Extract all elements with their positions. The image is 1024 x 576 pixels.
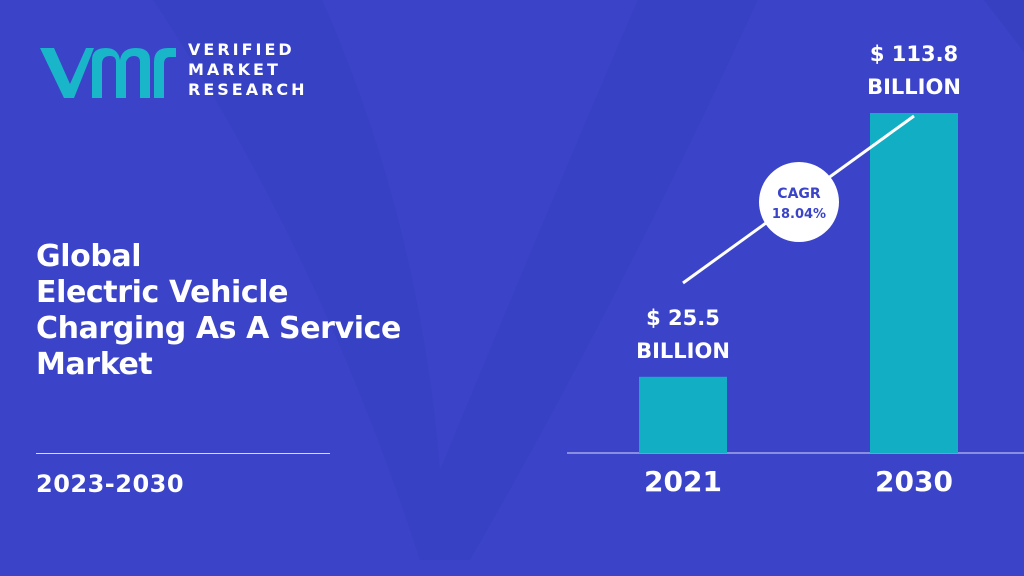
title-line-2: Electric Vehicle [36, 275, 289, 310]
title-line-4: Market [36, 347, 153, 382]
title-line-1: Global [36, 239, 142, 274]
bar-2030 [870, 113, 958, 453]
brand-line-1: VERIFIED [188, 40, 295, 59]
brand-name: VERIFIED MARKET RESEARCH [188, 40, 308, 100]
cagr-label: CAGR [777, 186, 821, 202]
x-tick-label-2021: 2021 [644, 465, 722, 498]
title-line-3: Charging As A Service [36, 311, 401, 346]
data-label-2021-line-1: $ 25.5 [646, 306, 720, 330]
brand-line-3: RESEARCH [188, 80, 308, 99]
cagr-badge [759, 162, 839, 242]
forecast-period: 2023-2030 [36, 470, 185, 498]
x-tick-label-2030: 2030 [875, 465, 953, 498]
bar-2021 [639, 376, 727, 453]
brand-logo: VERIFIED MARKET RESEARCH [36, 38, 316, 108]
data-label-2030-line-2: BILLION [867, 75, 961, 99]
cagr-value: 18.04% [772, 207, 826, 222]
data-label-2030-line-1: $ 113.8 [870, 42, 958, 66]
vmr-logo-icon [40, 48, 176, 98]
brand-line-2: MARKET [188, 60, 281, 79]
title-divider [36, 453, 330, 454]
page-title: Global Electric Vehicle Charging As A Se… [36, 239, 496, 383]
data-label-2021-line-2: BILLION [636, 339, 730, 363]
